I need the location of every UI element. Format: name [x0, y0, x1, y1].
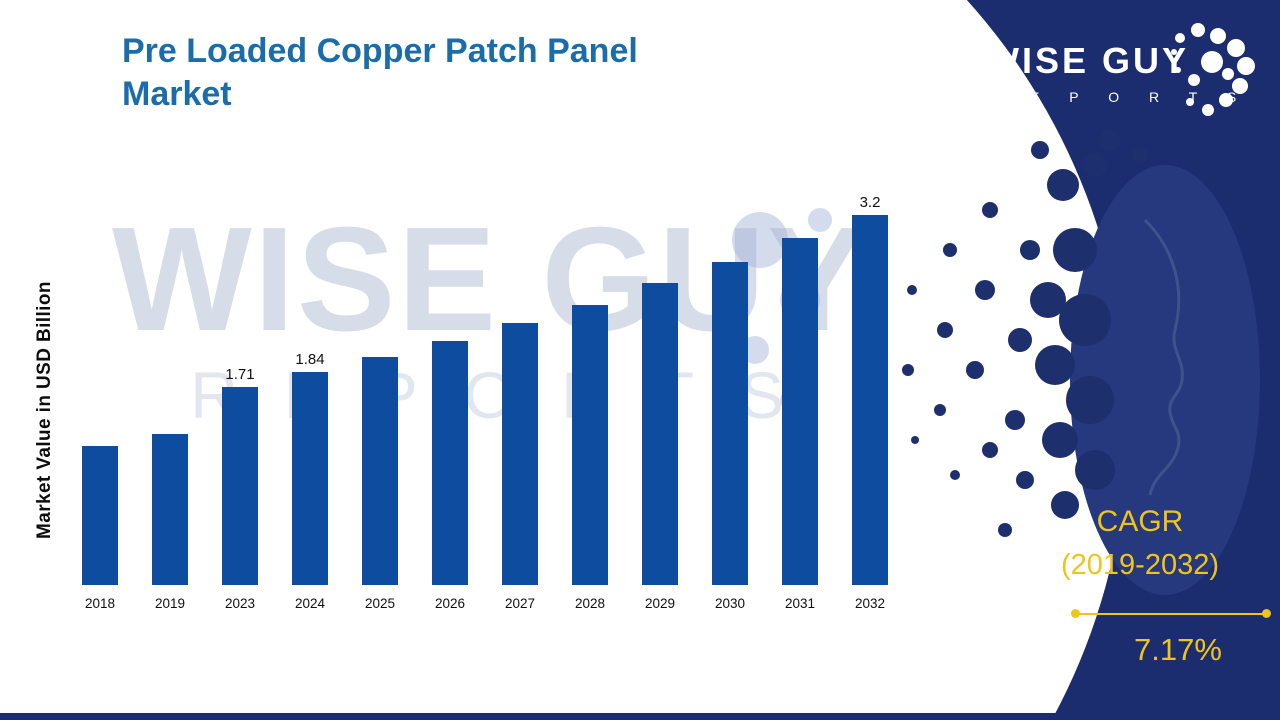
bar-chart: 2018 2019 1.71 2023 1.84 2024 2025 2026 2027 2028… [82, 190, 888, 611]
x-axis-label: 2027 [504, 596, 536, 611]
bar-column: 1.71 2023 [222, 190, 258, 611]
x-axis-label: 2024 [294, 596, 326, 611]
cagr-block: CAGR (2019-2032) [1012, 505, 1268, 582]
bar-column: 2028 [572, 190, 608, 611]
x-axis-label: 2031 [784, 596, 816, 611]
logo-wordmark: WISE GUY [985, 40, 1190, 81]
x-axis-label: 2028 [574, 596, 606, 611]
cagr-value: 7.17% [1134, 632, 1222, 667]
bar [852, 215, 888, 585]
bottom-bar [0, 713, 1280, 720]
bar-column: 2029 [642, 190, 678, 611]
bar-column: 3.2 2032 [852, 190, 888, 611]
bar [222, 387, 258, 585]
logo-subtitle: R E P O R T S [990, 89, 1250, 105]
logo: WISE GUY R E P O R T S [985, 40, 1249, 105]
bar [642, 283, 678, 585]
bar-column: 1.84 2024 [292, 190, 328, 611]
bar [712, 262, 748, 585]
bar-column: 2019 [152, 190, 188, 611]
bar-value-label: 1.84 [295, 351, 325, 368]
cagr-period: (2019-2032) [1061, 549, 1219, 581]
bar [432, 341, 468, 585]
bar [292, 372, 328, 585]
cagr-divider-line [1071, 609, 1271, 618]
bar-value-label: 1.71 [225, 366, 255, 383]
cagr-label: CAGR [1096, 505, 1184, 538]
bar-value-label: 3.2 [859, 194, 881, 211]
bar-column: 2018 [82, 190, 118, 611]
x-axis-label: 2026 [434, 596, 466, 611]
x-axis-label: 2025 [364, 596, 396, 611]
bar [502, 323, 538, 585]
bar-column: 2027 [502, 190, 538, 611]
x-axis-label: 2029 [644, 596, 676, 611]
bar [572, 305, 608, 585]
bar-column: 2025 [362, 190, 398, 611]
x-axis-label: 2030 [714, 596, 746, 611]
bar [152, 434, 188, 585]
page-title-line1: Pre Loaded Copper Patch Panel [122, 32, 638, 70]
page-title: Pre Loaded Copper Patch Panel Market [122, 30, 822, 116]
x-axis-label: 2018 [84, 596, 116, 611]
white-circle-background [0, 0, 1128, 720]
x-axis-label: 2023 [224, 596, 256, 611]
bar [782, 238, 818, 585]
bar-column: 2030 [712, 190, 748, 611]
x-axis-label: 2019 [154, 596, 186, 611]
page-title-line2: Market [122, 74, 232, 113]
x-axis-label: 2032 [854, 596, 886, 611]
bar [362, 357, 398, 585]
bar [82, 446, 118, 585]
bar-column: 2026 [432, 190, 468, 611]
y-axis-label: Market Value in USD Billion [34, 281, 55, 539]
bar-column: 2031 [782, 190, 818, 611]
